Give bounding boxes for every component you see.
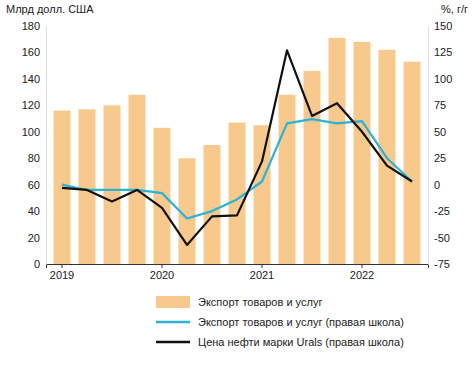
bar	[104, 105, 121, 264]
bar	[279, 95, 296, 264]
x-tick-mark	[362, 264, 363, 268]
bar	[204, 145, 221, 264]
y2-tick: 0	[428, 179, 440, 191]
legend-item: Экспорт товаров и услуг	[156, 296, 322, 308]
y-tick: 60	[28, 179, 46, 191]
x-tick-mark	[162, 264, 163, 268]
y2-tick-label: 25	[434, 152, 446, 164]
x-axis-line	[47, 265, 429, 269]
y2-axis: -75 -50 -25 0 25 50 75 100 125 150	[428, 20, 452, 270]
legend-item: Экспорт товаров и услуг (правая школа)	[156, 316, 404, 328]
y2-tick: 75	[428, 99, 446, 111]
y-tick: 80	[28, 152, 46, 164]
y2-tick-label: 125	[434, 46, 452, 58]
y2-tick-label: 100	[434, 73, 452, 85]
x-tick-mark	[62, 264, 63, 268]
bar	[354, 42, 371, 264]
y-tick: 180	[22, 20, 46, 32]
y-tick: 100	[22, 126, 46, 138]
y-tick-label: 180	[22, 20, 40, 32]
y2-tick-label: 150	[434, 20, 452, 32]
y-tick-label: 20	[28, 232, 40, 244]
y2-tick: 25	[428, 152, 446, 164]
y-tick: 20	[28, 232, 46, 244]
y-tick: 120	[22, 99, 46, 111]
y2-tick-label: 75	[434, 99, 446, 111]
y2-tick: 125	[428, 46, 452, 58]
x-tick-label: 2022	[350, 269, 374, 281]
legend: Экспорт товаров и услуг Экспорт товаров и…	[156, 296, 404, 348]
legend-swatch	[156, 321, 190, 324]
y2-tick: 50	[428, 126, 446, 138]
line	[62, 119, 412, 218]
y-tick-label: 120	[22, 99, 40, 111]
y-tick-label: 160	[22, 46, 40, 58]
y-tick: 160	[22, 46, 46, 58]
legend-label: Экспорт товаров и услуг	[198, 296, 322, 308]
y-tick: 40	[28, 205, 46, 217]
bar	[404, 62, 421, 264]
y-tick-label: 100	[22, 126, 40, 138]
plot: 2019 2020 2021 2022 0 20 40 60 80 100 120 140 160 180…	[22, 20, 453, 281]
y2-tick: -50	[428, 232, 450, 244]
y2-tick: 100	[428, 73, 452, 85]
y2-tick-label: 0	[434, 179, 440, 191]
legend-swatch	[156, 341, 190, 344]
y-axis: 0 20 40 60 80 100 120 140 160 180	[22, 20, 47, 270]
y-tick-label: 80	[28, 152, 40, 164]
x-tick: 2022	[350, 264, 374, 281]
bar	[329, 38, 346, 264]
y-tick: 0	[34, 258, 46, 270]
y2-tick-label: -50	[434, 232, 450, 244]
legend-swatch	[156, 296, 190, 308]
bar	[154, 128, 171, 264]
x-tick-mark	[262, 264, 263, 268]
y2-tick: 150	[428, 20, 452, 32]
x-axis: 2019 2020 2021 2022	[47, 264, 429, 281]
bar	[254, 125, 271, 264]
y-tick-label: 0	[34, 258, 40, 270]
y2-tick: -75	[428, 258, 450, 270]
y-tick-label: 60	[28, 179, 40, 191]
x-tick: 2020	[150, 264, 174, 281]
x-tick: 2021	[250, 264, 274, 281]
x-tick-label: 2020	[150, 269, 174, 281]
line	[62, 50, 412, 245]
y2-axis-title: %, г/г	[441, 3, 468, 15]
chart: 2019 2020 2021 2022 0 20 40 60 80 100 120 140 160 180…	[0, 0, 474, 372]
x-tick-label: 2019	[50, 269, 74, 281]
x-tick-label: 2021	[250, 269, 274, 281]
legend-label: Экспорт товаров и услуг (правая школа)	[198, 316, 404, 328]
x-tick: 2019	[50, 264, 74, 281]
y-tick-label: 40	[28, 205, 40, 217]
legend-item: Цена нефти марки Urals (правая школа)	[156, 336, 404, 348]
bar	[129, 95, 146, 264]
bar	[79, 109, 96, 264]
y-axis-title: Млрд долл. США	[6, 3, 94, 15]
y-axis-line	[46, 27, 47, 265]
y2-axis-line	[428, 27, 429, 265]
bar	[229, 123, 246, 264]
y-tick-label: 140	[22, 73, 40, 85]
legend-label: Цена нефти марки Urals (правая школа)	[198, 336, 404, 348]
y2-tick-label: -25	[434, 205, 450, 217]
y-tick: 140	[22, 73, 46, 85]
marks	[54, 38, 421, 264]
y2-tick-label: -75	[434, 258, 450, 270]
y2-tick-label: 50	[434, 126, 446, 138]
y2-tick: -25	[428, 205, 450, 217]
